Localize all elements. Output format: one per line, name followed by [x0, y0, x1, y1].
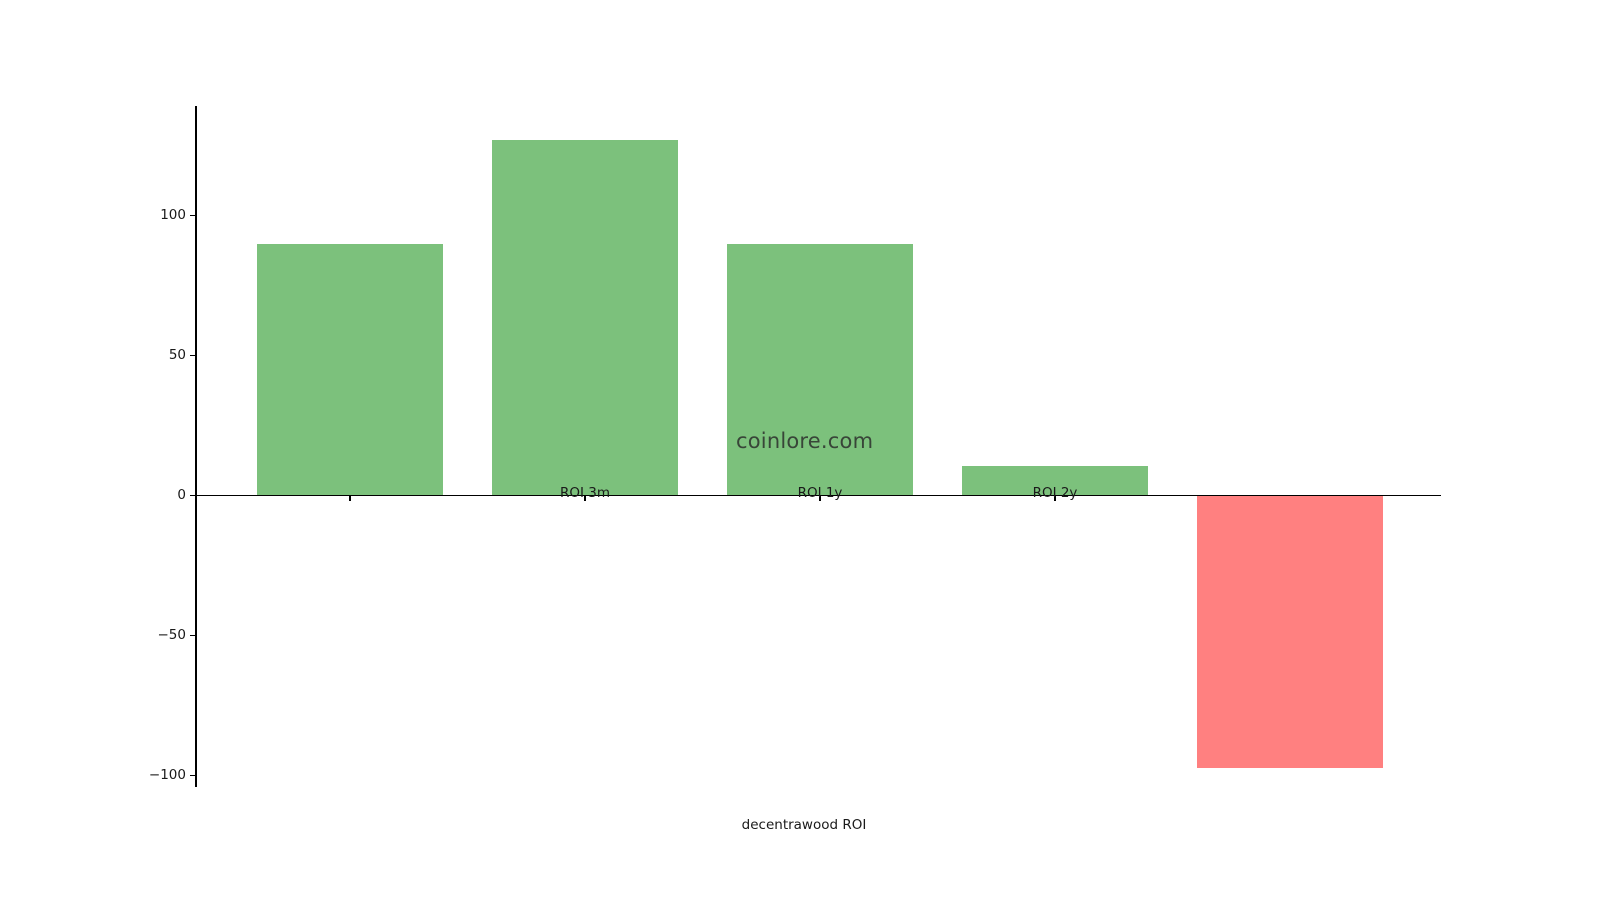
- watermark-text: coinlore.com: [736, 429, 874, 453]
- x-tick-label: ROI 1y: [797, 485, 843, 501]
- y-tick-mark: [190, 354, 195, 357]
- bar: [727, 243, 913, 496]
- y-tick-label: 50: [168, 347, 186, 363]
- y-tick-label: −50: [157, 627, 187, 643]
- bar: [962, 466, 1148, 496]
- bar: [1197, 496, 1383, 768]
- x-tick-mark: [819, 496, 821, 501]
- bar: [492, 139, 678, 496]
- y-tick-label: 100: [160, 207, 186, 223]
- x-tick-mark: [584, 496, 586, 501]
- x-tick-label: ROI 3m: [559, 485, 611, 501]
- y-tick-mark: [190, 634, 195, 637]
- y-tick-label: −100: [148, 767, 186, 783]
- y-tick-mark: [190, 494, 195, 497]
- x-axis-title: decentrawood ROI: [741, 817, 867, 833]
- x-tick-label: ROI 2y: [1032, 485, 1078, 501]
- y-tick-label: 0: [177, 487, 186, 503]
- y-tick-mark: [190, 214, 195, 217]
- x-tick-mark: [1054, 496, 1056, 501]
- bar: [257, 243, 443, 496]
- x-tick-mark: [349, 496, 351, 501]
- x-axis-line: [195, 494, 1441, 497]
- y-tick-mark: [190, 774, 195, 777]
- y-axis-line: [195, 106, 197, 787]
